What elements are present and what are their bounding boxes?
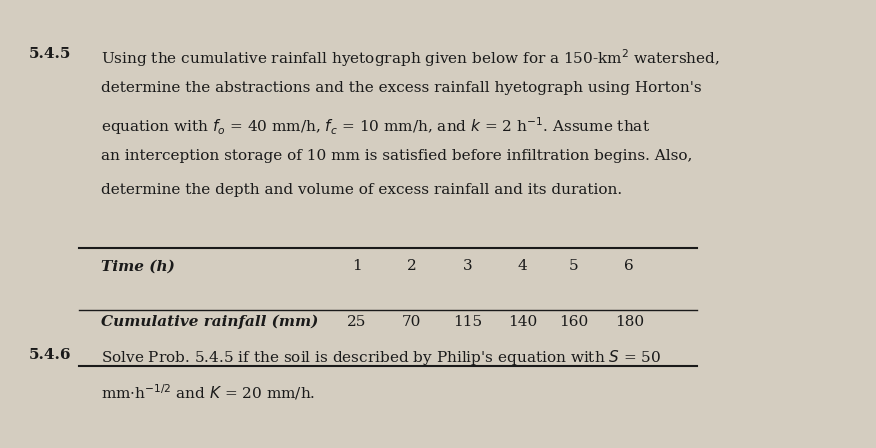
Text: 2: 2 — [407, 259, 417, 273]
Text: equation with $f_o$ = 40 mm/h, $f_c$ = 10 mm/h, and $k$ = 2 h$^{-1}$. Assume tha: equation with $f_o$ = 40 mm/h, $f_c$ = 1… — [101, 115, 650, 137]
Text: determine the abstractions and the excess rainfall hyetograph using Horton's: determine the abstractions and the exces… — [101, 81, 702, 95]
Text: 115: 115 — [453, 314, 482, 329]
Text: 160: 160 — [559, 314, 589, 329]
Text: 5: 5 — [569, 259, 579, 273]
Text: mm$\cdot$h$^{-1/2}$ and $K$ = 20 mm/h.: mm$\cdot$h$^{-1/2}$ and $K$ = 20 mm/h. — [101, 382, 315, 402]
Text: 3: 3 — [463, 259, 472, 273]
Text: Time (h): Time (h) — [101, 259, 174, 273]
Text: Solve Prob. 5.4.5 if the soil is described by Philip's equation with $S$ = 50: Solve Prob. 5.4.5 if the soil is describ… — [101, 348, 661, 367]
Text: an interception storage of 10 mm is satisfied before infiltration begins. Also,: an interception storage of 10 mm is sati… — [101, 149, 692, 163]
Text: 6: 6 — [625, 259, 634, 273]
Text: 1: 1 — [351, 259, 362, 273]
Text: 140: 140 — [508, 314, 537, 329]
Text: 25: 25 — [347, 314, 366, 329]
Text: 5.4.5: 5.4.5 — [28, 47, 71, 61]
Text: 4: 4 — [518, 259, 527, 273]
Text: determine the depth and volume of excess rainfall and its duration.: determine the depth and volume of excess… — [101, 183, 622, 197]
Text: Using the cumulative rainfall hyetograph given below for a 150-km$^2$ watershed,: Using the cumulative rainfall hyetograph… — [101, 47, 720, 69]
Text: 70: 70 — [402, 314, 421, 329]
Text: 180: 180 — [615, 314, 644, 329]
Text: 5.4.6: 5.4.6 — [28, 348, 71, 362]
Text: Cumulative rainfall (mm): Cumulative rainfall (mm) — [101, 314, 318, 329]
